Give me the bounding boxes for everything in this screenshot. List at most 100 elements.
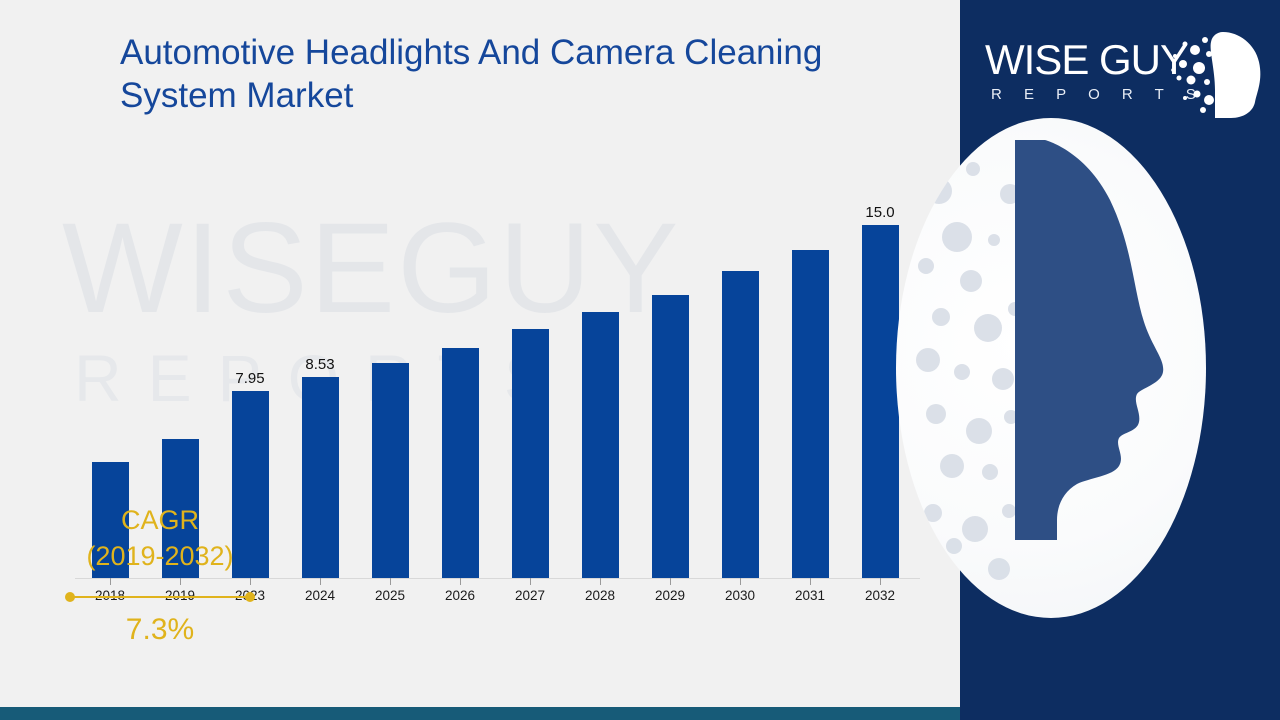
decorative-dot bbox=[932, 308, 950, 326]
axis-tick bbox=[669, 578, 671, 585]
logo-head-icon bbox=[1165, 30, 1269, 122]
x-tick-label: 2028 bbox=[584, 588, 616, 603]
decorative-dot bbox=[926, 178, 952, 204]
bar-slot bbox=[355, 190, 425, 578]
decorative-dot bbox=[974, 314, 1002, 342]
axis-tick bbox=[599, 578, 601, 585]
x-tick-label: 2026 bbox=[444, 588, 476, 603]
bar bbox=[91, 461, 129, 578]
x-tick-label: 2032 bbox=[864, 588, 896, 603]
bar-slot bbox=[705, 190, 775, 578]
tick-slot bbox=[355, 578, 425, 586]
decorative-dot bbox=[918, 258, 934, 274]
x-tick-label: 2018 bbox=[75, 588, 145, 603]
page-title: Automotive Headlights And Camera Cleanin… bbox=[120, 33, 823, 115]
bar-slot: 15.0 bbox=[845, 190, 915, 578]
bar bbox=[651, 295, 689, 578]
tick-slot bbox=[495, 578, 565, 586]
axis-tick bbox=[179, 578, 181, 585]
decorative-dot bbox=[960, 270, 982, 292]
x-axis-line bbox=[75, 578, 920, 579]
brand-logo-primary: WISE GUY bbox=[985, 36, 1188, 83]
x-tick-label: 2031 bbox=[794, 588, 826, 603]
axis-tick bbox=[879, 578, 881, 585]
axis-tick bbox=[109, 578, 111, 585]
bar-slot bbox=[425, 190, 495, 578]
cagr-value: 7.3% bbox=[125, 612, 195, 646]
bar-slot bbox=[145, 190, 215, 578]
x-tick-label: 2029 bbox=[654, 588, 686, 603]
head-profile-icon bbox=[1015, 140, 1195, 540]
x-tick-label: 2027 bbox=[514, 588, 546, 603]
decorative-dot bbox=[924, 504, 942, 522]
bar-slot bbox=[75, 190, 145, 578]
tick-slot bbox=[565, 578, 635, 586]
decorative-dot bbox=[988, 234, 1000, 246]
axis-tick bbox=[389, 578, 391, 585]
tick-slot bbox=[425, 578, 495, 586]
bar-slot: 8.53 bbox=[285, 190, 355, 578]
x-tick-label: 2024 bbox=[304, 588, 336, 603]
bar-value-label: 7.95 bbox=[235, 370, 265, 388]
decorative-dot bbox=[940, 454, 964, 478]
divider-dot-left bbox=[65, 591, 75, 602]
tick-slot bbox=[285, 578, 355, 586]
decorative-dot bbox=[942, 222, 972, 252]
decorative-dot bbox=[966, 418, 992, 444]
bar-slot bbox=[565, 190, 635, 578]
decorative-dot bbox=[946, 538, 962, 554]
bar-series: 7.95 8.53 15.0 bbox=[75, 190, 915, 578]
tick-slot bbox=[705, 578, 775, 586]
bar bbox=[581, 311, 619, 578]
axis-tick bbox=[319, 578, 321, 585]
tick-slot bbox=[215, 578, 285, 586]
x-tick-label: 2019 bbox=[145, 588, 215, 603]
brand-logo-secondary: R E P O R T S bbox=[991, 86, 1205, 103]
axis-tick bbox=[809, 578, 811, 585]
bar-slot: 7.95 bbox=[215, 190, 285, 578]
decorative-dot bbox=[916, 348, 940, 372]
cagr-divider bbox=[65, 591, 255, 603]
bar-slot bbox=[495, 190, 565, 578]
bar-slot bbox=[635, 190, 705, 578]
axis-tick bbox=[529, 578, 531, 585]
x-tick-label: 2030 bbox=[724, 588, 756, 603]
axis-tick bbox=[249, 578, 251, 585]
divider-line bbox=[71, 595, 249, 598]
decorative-dot bbox=[982, 464, 998, 480]
decorative-dot bbox=[954, 364, 970, 380]
tick-slot bbox=[635, 578, 705, 586]
tick-slot bbox=[775, 578, 845, 586]
brand-logo: WISE GUY R E P O R T S bbox=[985, 32, 1265, 118]
bar bbox=[721, 271, 759, 578]
bar bbox=[441, 347, 479, 578]
axis-tick bbox=[739, 578, 741, 585]
decorative-dot bbox=[1002, 504, 1016, 518]
decorative-dot bbox=[966, 162, 980, 176]
bar: 7.95 bbox=[231, 370, 269, 578]
x-tick-label: 2025 bbox=[374, 588, 406, 603]
bar-value-label: 8.53 bbox=[305, 356, 335, 374]
bar bbox=[511, 329, 549, 578]
cagr-block: CAGR (2019-2032) 7.3% bbox=[0, 502, 320, 647]
footer-strip bbox=[0, 707, 962, 720]
bar bbox=[371, 363, 409, 578]
x-axis-tick-labels: 2018201920232024202520262027202820292030… bbox=[75, 588, 915, 603]
decorative-dot bbox=[926, 404, 946, 424]
bar-value-label: 15.0 bbox=[865, 204, 895, 222]
axis-tick bbox=[459, 578, 461, 585]
decorative-dot bbox=[992, 368, 1014, 390]
tick-slot bbox=[845, 578, 915, 586]
divider-dot-right bbox=[245, 591, 255, 602]
bar-slot bbox=[775, 190, 845, 578]
decorative-dot bbox=[1004, 410, 1018, 424]
bar bbox=[161, 438, 199, 578]
bar: 15.0 bbox=[861, 204, 899, 578]
bar bbox=[791, 249, 829, 578]
decorative-dot bbox=[988, 558, 1010, 580]
x-axis-ticks bbox=[75, 578, 915, 586]
bar: 8.53 bbox=[301, 356, 339, 578]
decorative-dot bbox=[962, 516, 988, 542]
cagr-period: (2019-2032) bbox=[86, 541, 234, 572]
cagr-label: CAGR bbox=[120, 505, 199, 535]
